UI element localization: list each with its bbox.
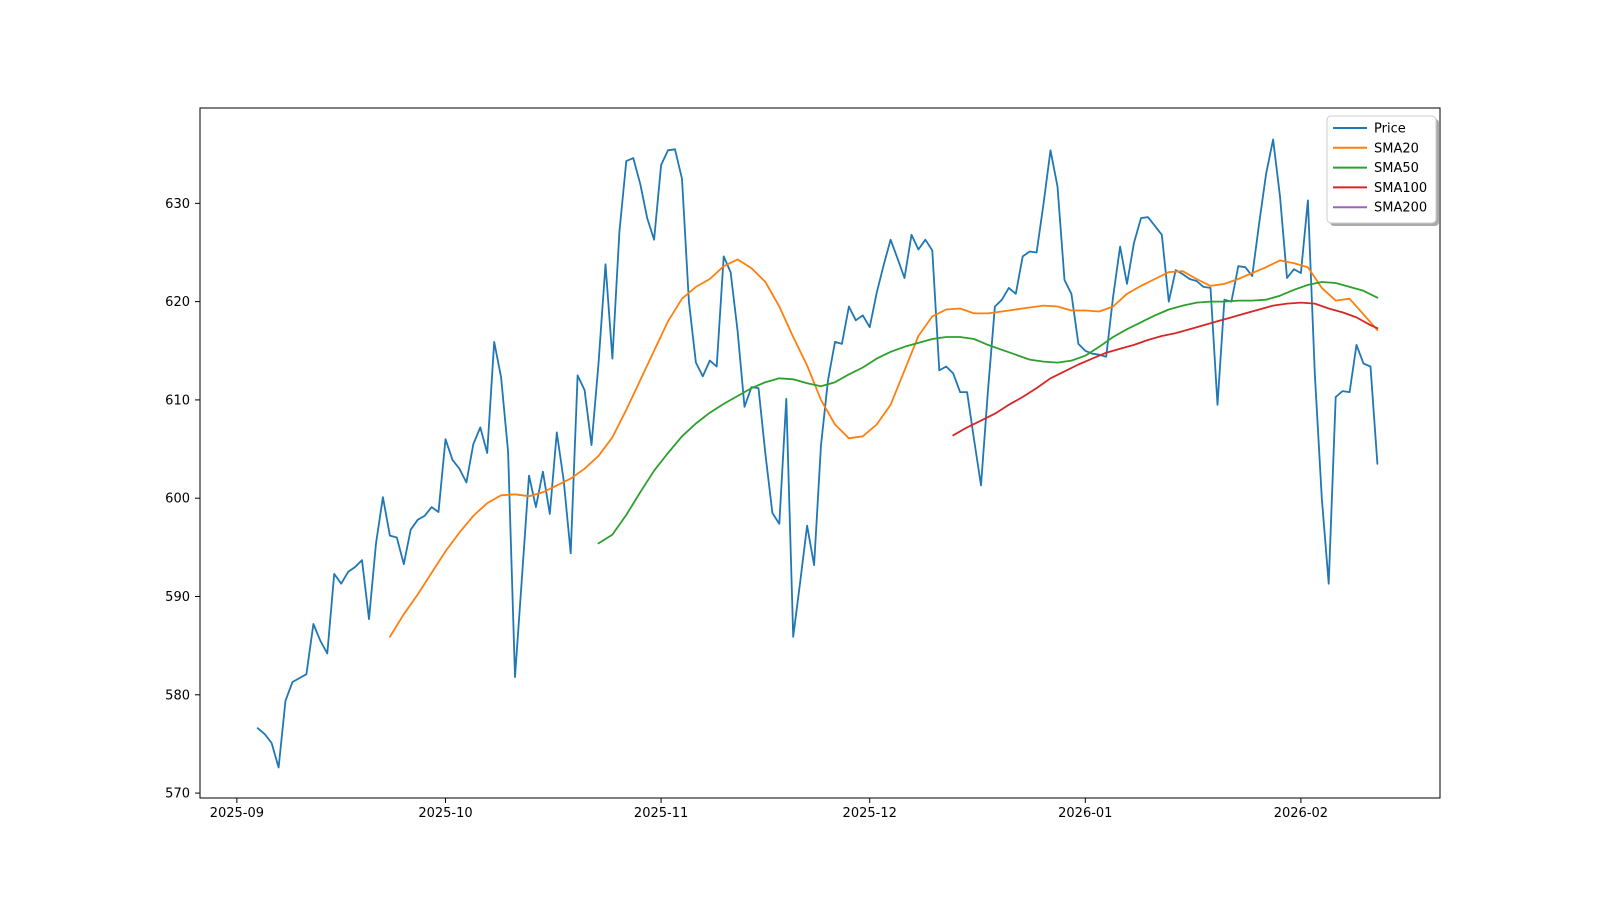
y-tick-label: 620 bbox=[165, 295, 190, 310]
y-tick-label: 590 bbox=[165, 590, 190, 605]
legend-box bbox=[1326, 115, 1437, 224]
x-tick-label: 2025-12 bbox=[843, 806, 897, 821]
series-line-sma100 bbox=[952, 301, 1379, 437]
legend-label-price: Price bbox=[1374, 122, 1406, 137]
plot-border bbox=[199, 107, 1441, 799]
y-tick-label: 580 bbox=[165, 688, 190, 703]
y-tick-label: 610 bbox=[165, 393, 190, 408]
x-tick-label: 2025-09 bbox=[210, 806, 264, 821]
series-line-sma20 bbox=[388, 258, 1379, 638]
y-tick-label: 630 bbox=[165, 197, 190, 212]
legend-label-sma20: SMA20 bbox=[1374, 141, 1419, 156]
legend-label-sma50: SMA50 bbox=[1374, 161, 1419, 176]
legend-label-sma100: SMA100 bbox=[1374, 181, 1427, 196]
legend-label-sma200: SMA200 bbox=[1374, 201, 1427, 216]
y-tick-label: 600 bbox=[165, 492, 190, 507]
x-tick-label: 2026-01 bbox=[1058, 806, 1112, 821]
series-line-sma50 bbox=[597, 281, 1379, 545]
x-tick-label: 2025-10 bbox=[418, 806, 472, 821]
x-tick-label: 2026-02 bbox=[1274, 806, 1328, 821]
x-tick-label: 2025-11 bbox=[634, 806, 688, 821]
series-line-price bbox=[256, 138, 1379, 769]
y-tick-label: 570 bbox=[165, 787, 190, 802]
